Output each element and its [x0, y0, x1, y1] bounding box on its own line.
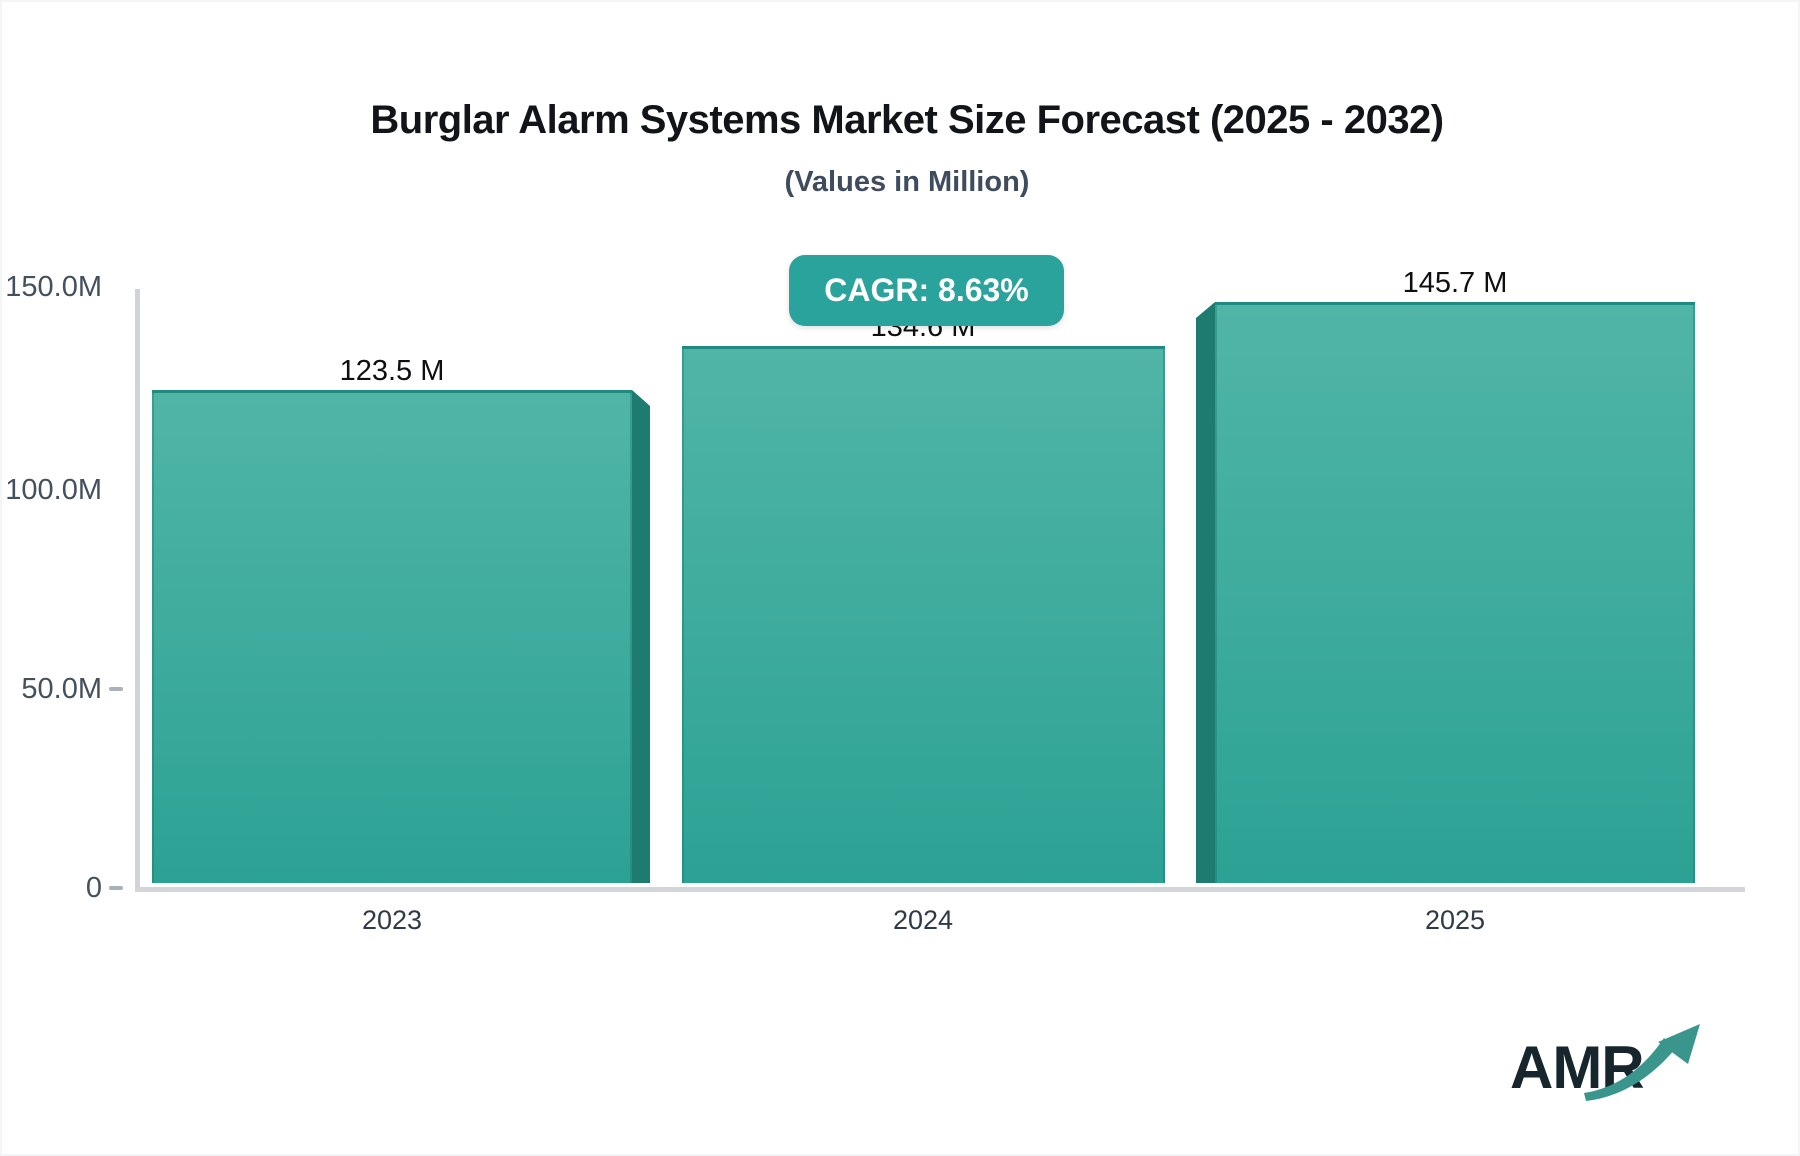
y-tick-mark-50m [109, 687, 123, 691]
x-tick-label-2025: 2025 [1424, 905, 1486, 935]
y-tick-label-50m: 50.0M [21, 673, 102, 705]
chart-title: Burglar Alarm Systems Market Size Foreca… [370, 98, 1444, 142]
value-label-2023: 123.5 M [339, 355, 445, 387]
cagr-badge: CAGR: 8.63% [789, 255, 1064, 326]
bar-2023-side-face [632, 390, 650, 883]
x-tick-label-2023: 2023 [361, 905, 423, 935]
bar-2024 [682, 346, 1165, 883]
amr-logo-text: AMR [1510, 1034, 1644, 1101]
value-label-2025: 145.7 M [1402, 267, 1508, 299]
y-tick-label-0: 0 [85, 872, 102, 904]
bar-2025 [1215, 302, 1695, 883]
y-tick-label-100m: 100.0M [5, 474, 102, 506]
bar-2023 [152, 390, 632, 883]
amr-logo-arrow-swoosh-icon [1584, 1038, 1676, 1101]
amr-logo: AMR [1510, 1024, 1700, 1101]
x-axis-line [135, 887, 1745, 892]
chart-subtitle: (Values in Million) [784, 166, 1030, 198]
y-tick-mark-0 [109, 886, 123, 890]
amr-logo-arrowhead-icon [1658, 1024, 1700, 1064]
y-axis-line [135, 289, 140, 890]
x-tick-label-2024: 2024 [892, 905, 954, 935]
bar-2025-side-face [1196, 302, 1215, 883]
y-tick-label-150m: 150.0M [5, 271, 102, 303]
